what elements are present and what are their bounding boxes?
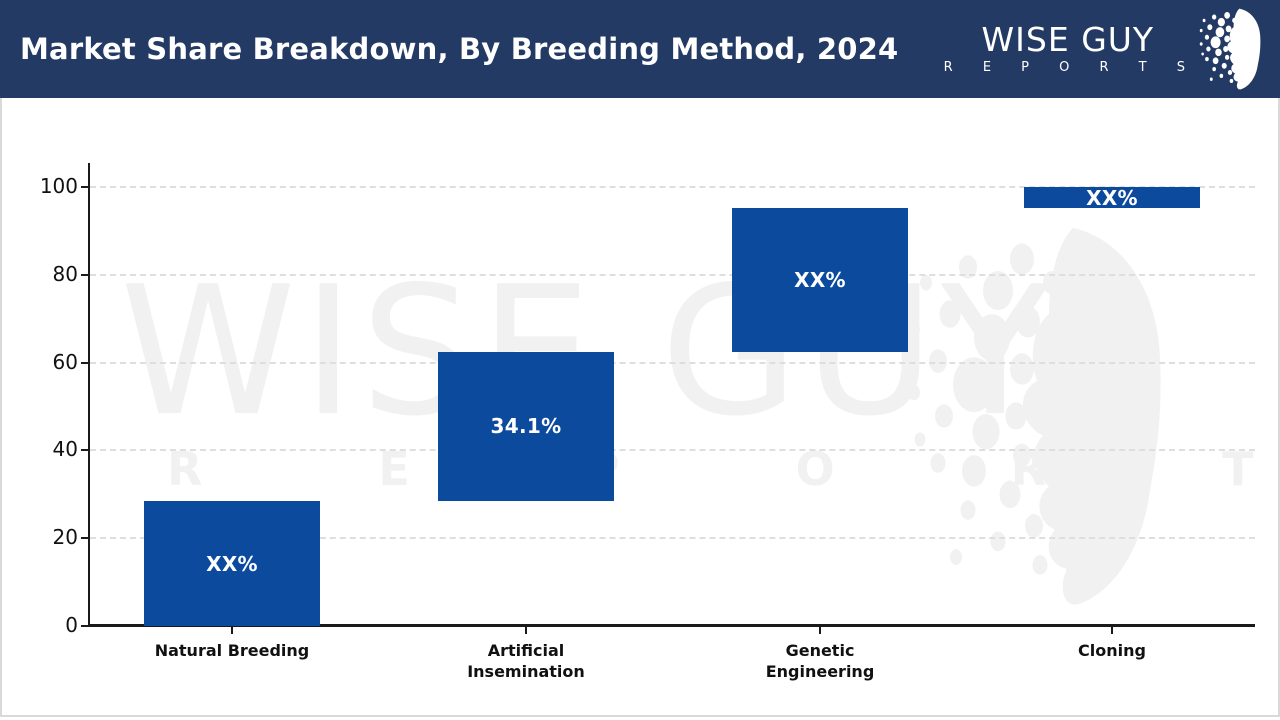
y-tick-label: 100 xyxy=(39,174,78,198)
y-tick-mark xyxy=(81,449,90,452)
logo-face-icon xyxy=(1194,7,1266,91)
y-tick-mark xyxy=(81,273,90,276)
y-tick-mark xyxy=(81,537,90,540)
y-tick-label: 20 xyxy=(52,525,78,550)
waterfall-bar-segment: XX% xyxy=(144,501,320,626)
x-tick-mark xyxy=(525,627,527,634)
grid-line xyxy=(90,186,1255,188)
y-tick-label: 60 xyxy=(52,349,78,374)
y-tick-label: 40 xyxy=(52,437,78,462)
x-category-label-line: Artificial xyxy=(487,641,565,660)
y-axis-line xyxy=(88,163,90,626)
y-tick-label: 0 xyxy=(65,613,78,637)
y-tick-mark xyxy=(81,625,90,627)
x-category-label: Artificial Insemination xyxy=(406,640,646,682)
x-tick-mark xyxy=(1111,627,1113,634)
bar-value-label: 34.1% xyxy=(490,414,562,439)
y-tick-label: 80 xyxy=(52,261,78,286)
waterfall-bar-segment: XX% xyxy=(1024,185,1200,210)
x-category-label: Genetic Engineering xyxy=(700,640,940,682)
bar-value-label: XX% xyxy=(794,267,846,292)
grid-line xyxy=(90,273,1255,276)
header-bar: Market Share Breakdown, By Breeding Meth… xyxy=(0,0,1280,98)
bar-value-label: XX% xyxy=(1086,185,1138,210)
waterfall-bar-segment: 34.1% xyxy=(438,351,614,502)
grid-line xyxy=(90,361,1255,364)
logo-subtext: R E P O R T S xyxy=(943,59,1198,75)
grid-line xyxy=(90,537,1255,540)
x-category-label: Cloning xyxy=(992,640,1232,661)
x-tick-mark xyxy=(819,627,821,634)
x-axis-line xyxy=(90,624,1255,627)
grid-line xyxy=(90,449,1255,452)
x-category-label: Natural Breeding xyxy=(112,640,352,661)
y-tick-mark xyxy=(81,186,90,188)
x-category-label-line: Engineering xyxy=(765,662,875,681)
x-category-label-line: Insemination xyxy=(467,662,585,681)
x-category-label-line: Cloning xyxy=(1078,641,1146,660)
x-category-label-line: Natural Breeding xyxy=(154,641,310,660)
x-category-label-line: Genetic xyxy=(785,641,855,660)
y-tick-mark xyxy=(81,361,90,364)
chart-title: Market Share Breakdown, By Breeding Meth… xyxy=(20,32,899,66)
x-tick-mark xyxy=(231,627,233,634)
wiseguy-logo: WISE GUY R E P O R T S xyxy=(938,7,1266,91)
logo-text: WISE GUY R E P O R T S xyxy=(938,23,1198,75)
bar-value-label: XX% xyxy=(206,551,258,576)
logo-wordmark: WISE GUY xyxy=(981,20,1155,60)
chart-area: WISE GUY R E P O R T S 020406080100XX%Na… xyxy=(0,98,1280,717)
waterfall-chart: 0 20 40 60 80 100 XX% Natural Breeding 34.1% Arti… xyxy=(2,98,1280,717)
waterfall-bar-segment: XX% xyxy=(732,208,908,352)
